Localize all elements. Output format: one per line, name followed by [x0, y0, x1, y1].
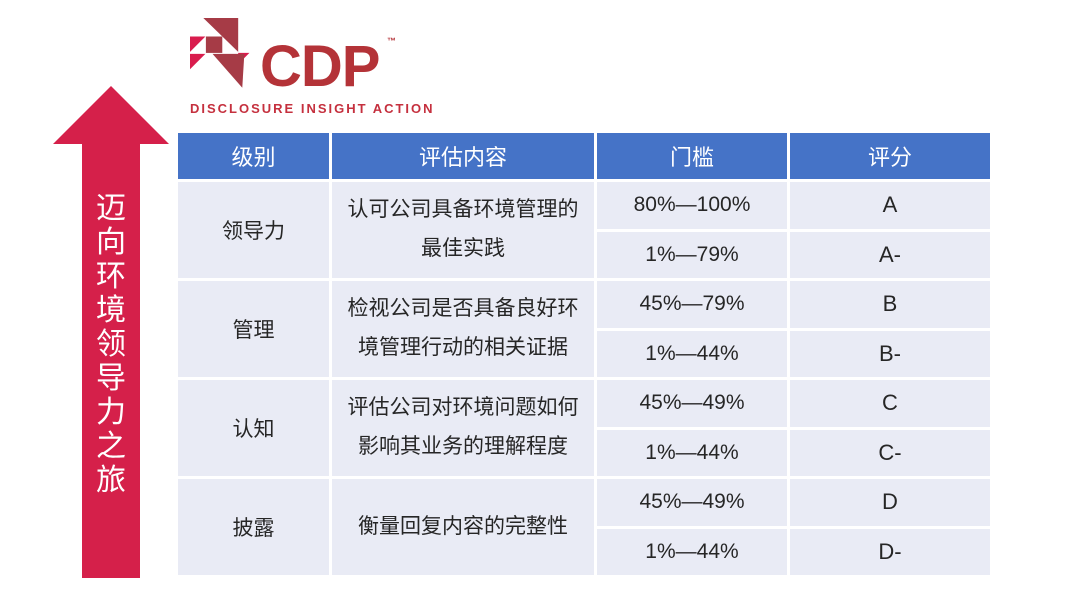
cell-level: 认知	[178, 380, 329, 476]
cell-description: 衡量回复内容的完整性	[332, 479, 594, 575]
column-header-content: 评估内容	[332, 133, 594, 179]
cell-threshold: 45%—49%	[597, 380, 787, 427]
cell-threshold: 1%—44%	[597, 330, 787, 377]
cell-grade: B	[790, 281, 990, 328]
cell-level: 披露	[178, 479, 329, 575]
cell-threshold: 1%—79%	[597, 231, 787, 278]
cell-grade: C	[790, 380, 990, 427]
cell-threshold: 80%—100%	[597, 182, 787, 229]
cell-level: 管理	[178, 281, 329, 377]
arrow-label-char: 导	[96, 362, 126, 395]
cell-level: 领导力	[178, 182, 329, 278]
arrow-label-char: 迈	[96, 192, 126, 225]
cell-grade: D	[790, 479, 990, 526]
arrow-label-char: 向	[96, 226, 126, 259]
cell-grade: B-	[790, 330, 990, 377]
cdp-trademark: ™	[387, 36, 396, 46]
arrow-label-char: 环	[96, 260, 126, 293]
cdp-brand-text: CDP	[260, 34, 380, 99]
column-header-score: 评分	[790, 133, 990, 179]
cell-threshold: 45%—79%	[597, 281, 787, 328]
arrow-label-char: 旅	[96, 464, 126, 497]
column-header-threshold: 门槛	[597, 133, 787, 179]
rating-table: 级别 评估内容 门槛 评分 领导力 认可公司具备环境管理的最佳实践 80%—100%…	[178, 133, 990, 575]
cell-grade: A	[790, 182, 990, 229]
arrow-label-char: 力	[96, 396, 126, 429]
cdp-tagline: DISCLOSURE INSIGHT ACTION	[190, 101, 435, 116]
cell-description: 检视公司是否具备良好环境管理行动的相关证据	[332, 281, 594, 377]
column-header-level: 级别	[178, 133, 329, 179]
up-arrow-shape	[53, 86, 169, 578]
cell-grade: A-	[790, 231, 990, 278]
cell-threshold: 1%—44%	[597, 528, 787, 575]
cell-threshold: 1%—44%	[597, 429, 787, 476]
arrow-label-char: 领	[96, 328, 126, 361]
journey-arrow: 迈向环境领导力之旅	[53, 84, 169, 580]
cell-grade: D-	[790, 528, 990, 575]
arrow-label-char: 之	[96, 430, 126, 463]
cell-description: 认可公司具备环境管理的最佳实践	[332, 182, 594, 278]
arrow-label-char: 境	[96, 294, 126, 327]
cdp-logo-mark-icon	[190, 18, 250, 88]
cell-description: 评估公司对环境问题如何影响其业务的理解程度	[332, 380, 594, 476]
cell-threshold: 45%—49%	[597, 479, 787, 526]
cell-grade: C-	[790, 429, 990, 476]
arrow-vertical-label: 迈向环境领导力之旅	[82, 192, 140, 498]
